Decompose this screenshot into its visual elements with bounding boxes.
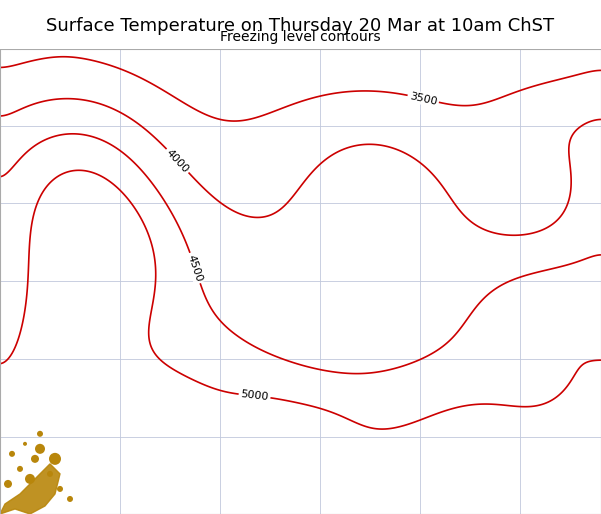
Text: Surface Temperature on Thursday 20 Mar at 10am ChST: Surface Temperature on Thursday 20 Mar a…: [46, 17, 555, 35]
Circle shape: [49, 453, 61, 465]
Circle shape: [35, 444, 45, 454]
Circle shape: [17, 466, 23, 472]
Circle shape: [57, 486, 63, 492]
Text: 5000: 5000: [240, 389, 269, 402]
Circle shape: [4, 480, 12, 488]
Text: Freezing level contours: Freezing level contours: [220, 30, 381, 44]
Circle shape: [23, 442, 27, 446]
Circle shape: [47, 471, 53, 477]
Circle shape: [37, 431, 43, 437]
Polygon shape: [0, 464, 60, 514]
Circle shape: [25, 474, 35, 484]
Circle shape: [31, 455, 39, 463]
Circle shape: [67, 496, 73, 502]
Circle shape: [9, 451, 15, 457]
Text: 4000: 4000: [165, 147, 191, 174]
Text: 3500: 3500: [409, 91, 438, 107]
Text: 4500: 4500: [186, 253, 204, 283]
